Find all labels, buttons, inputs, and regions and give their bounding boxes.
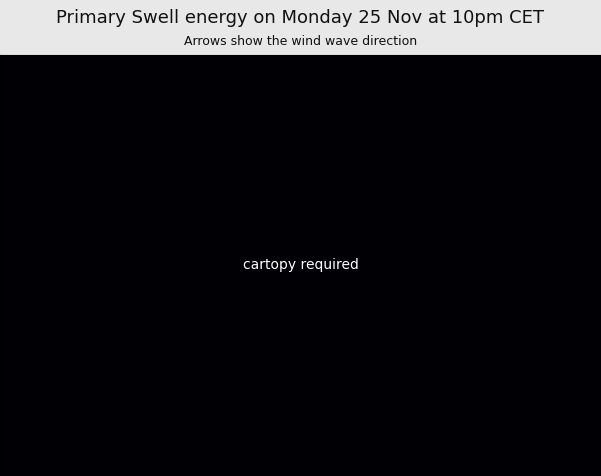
Text: Primary Swell energy on Monday 25 Nov at 10pm CET: Primary Swell energy on Monday 25 Nov at…: [56, 9, 545, 27]
Text: Arrows show the wind wave direction: Arrows show the wind wave direction: [184, 35, 417, 48]
Text: cartopy required: cartopy required: [243, 258, 358, 272]
